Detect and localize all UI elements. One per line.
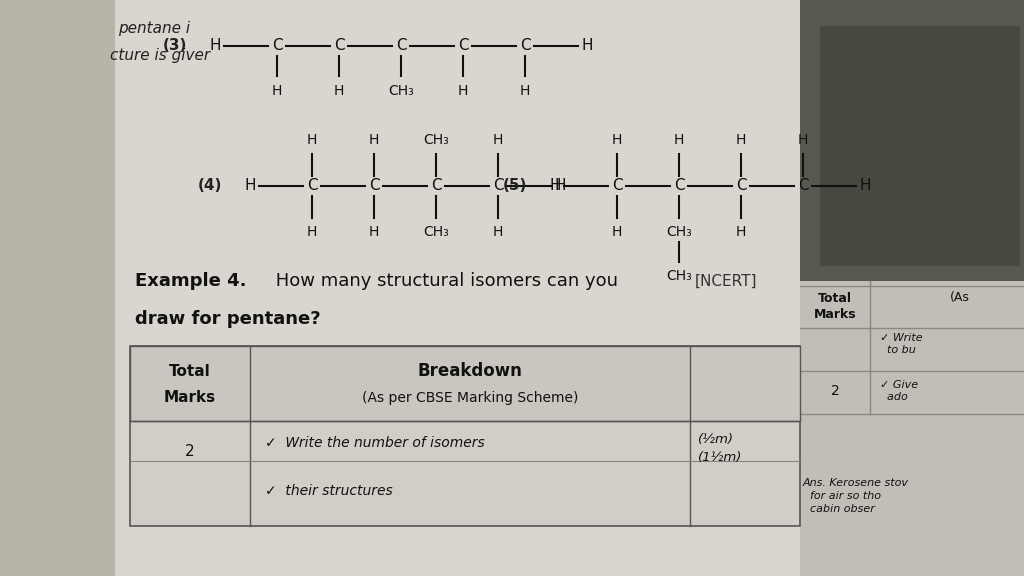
- Bar: [800, 0, 1024, 286]
- Text: C: C: [334, 39, 344, 54]
- Text: 2: 2: [830, 384, 840, 398]
- Text: C: C: [798, 179, 808, 194]
- Text: How many structural isomers can you: How many structural isomers can you: [270, 272, 618, 290]
- Bar: [800, 281, 1024, 576]
- Text: H: H: [611, 225, 623, 239]
- Text: H: H: [554, 179, 565, 194]
- Text: CH₃: CH₃: [667, 225, 692, 239]
- Text: ✓  their structures: ✓ their structures: [265, 484, 393, 498]
- Text: pentane i: pentane i: [118, 21, 190, 36]
- Text: H: H: [736, 225, 746, 239]
- Text: H: H: [493, 225, 503, 239]
- Text: Breakdown: Breakdown: [418, 362, 522, 380]
- Text: (5): (5): [503, 179, 527, 194]
- Text: H: H: [798, 133, 808, 147]
- Text: H: H: [369, 133, 379, 147]
- Text: H: H: [307, 133, 317, 147]
- Text: ✓ Write
  to bu: ✓ Write to bu: [880, 333, 923, 355]
- Text: Total: Total: [818, 291, 852, 305]
- Bar: [0, 0, 800, 576]
- Text: C: C: [520, 39, 530, 54]
- Text: C: C: [674, 179, 684, 194]
- Text: H: H: [334, 84, 344, 98]
- Text: C: C: [735, 179, 746, 194]
- Text: CH₃: CH₃: [423, 133, 449, 147]
- Text: ✓ Give
  ado: ✓ Give ado: [880, 380, 919, 402]
- Text: H: H: [736, 133, 746, 147]
- Text: C: C: [493, 179, 504, 194]
- Text: CH₃: CH₃: [423, 225, 449, 239]
- Text: H: H: [307, 225, 317, 239]
- Text: CH₃: CH₃: [667, 269, 692, 283]
- Text: [NCERT]: [NCERT]: [695, 274, 758, 289]
- Text: C: C: [611, 179, 623, 194]
- Text: H: H: [859, 179, 870, 194]
- Text: H: H: [493, 133, 503, 147]
- Text: (½m): (½m): [698, 433, 734, 445]
- Text: Marks: Marks: [814, 308, 856, 320]
- Text: (3): (3): [163, 39, 187, 54]
- Text: Ans. Kerosene stov
  for air so tho
  cabin obser: Ans. Kerosene stov for air so tho cabin …: [803, 478, 909, 514]
- Text: H: H: [369, 225, 379, 239]
- Text: draw for pentane?: draw for pentane?: [135, 310, 321, 328]
- Text: H: H: [549, 179, 561, 194]
- Text: C: C: [395, 39, 407, 54]
- Text: ✓  Write the number of isomers: ✓ Write the number of isomers: [265, 436, 484, 450]
- Text: (As per CBSE Marking Scheme): (As per CBSE Marking Scheme): [361, 391, 579, 405]
- Text: H: H: [674, 133, 684, 147]
- Text: CH₃: CH₃: [388, 84, 414, 98]
- Bar: [0, 0, 115, 576]
- Text: C: C: [369, 179, 379, 194]
- Text: cture is giver: cture is giver: [110, 48, 210, 63]
- Text: (4): (4): [198, 179, 222, 194]
- Bar: [130, 346, 800, 421]
- Text: Total: Total: [169, 363, 211, 378]
- Bar: [130, 346, 800, 526]
- Text: Example 4.: Example 4.: [135, 272, 247, 290]
- Text: H: H: [520, 84, 530, 98]
- Text: H: H: [611, 133, 623, 147]
- Text: 2: 2: [185, 444, 195, 458]
- Text: (As: (As: [950, 291, 970, 305]
- Text: H: H: [271, 84, 283, 98]
- Text: H: H: [209, 39, 221, 54]
- Text: C: C: [271, 39, 283, 54]
- Text: C: C: [306, 179, 317, 194]
- Text: H: H: [245, 179, 256, 194]
- Text: C: C: [431, 179, 441, 194]
- Text: H: H: [458, 84, 468, 98]
- Text: C: C: [458, 39, 468, 54]
- Text: (1½m): (1½m): [698, 450, 742, 464]
- Text: Marks: Marks: [164, 391, 216, 406]
- Bar: [820, 26, 1020, 266]
- Text: H: H: [582, 39, 593, 54]
